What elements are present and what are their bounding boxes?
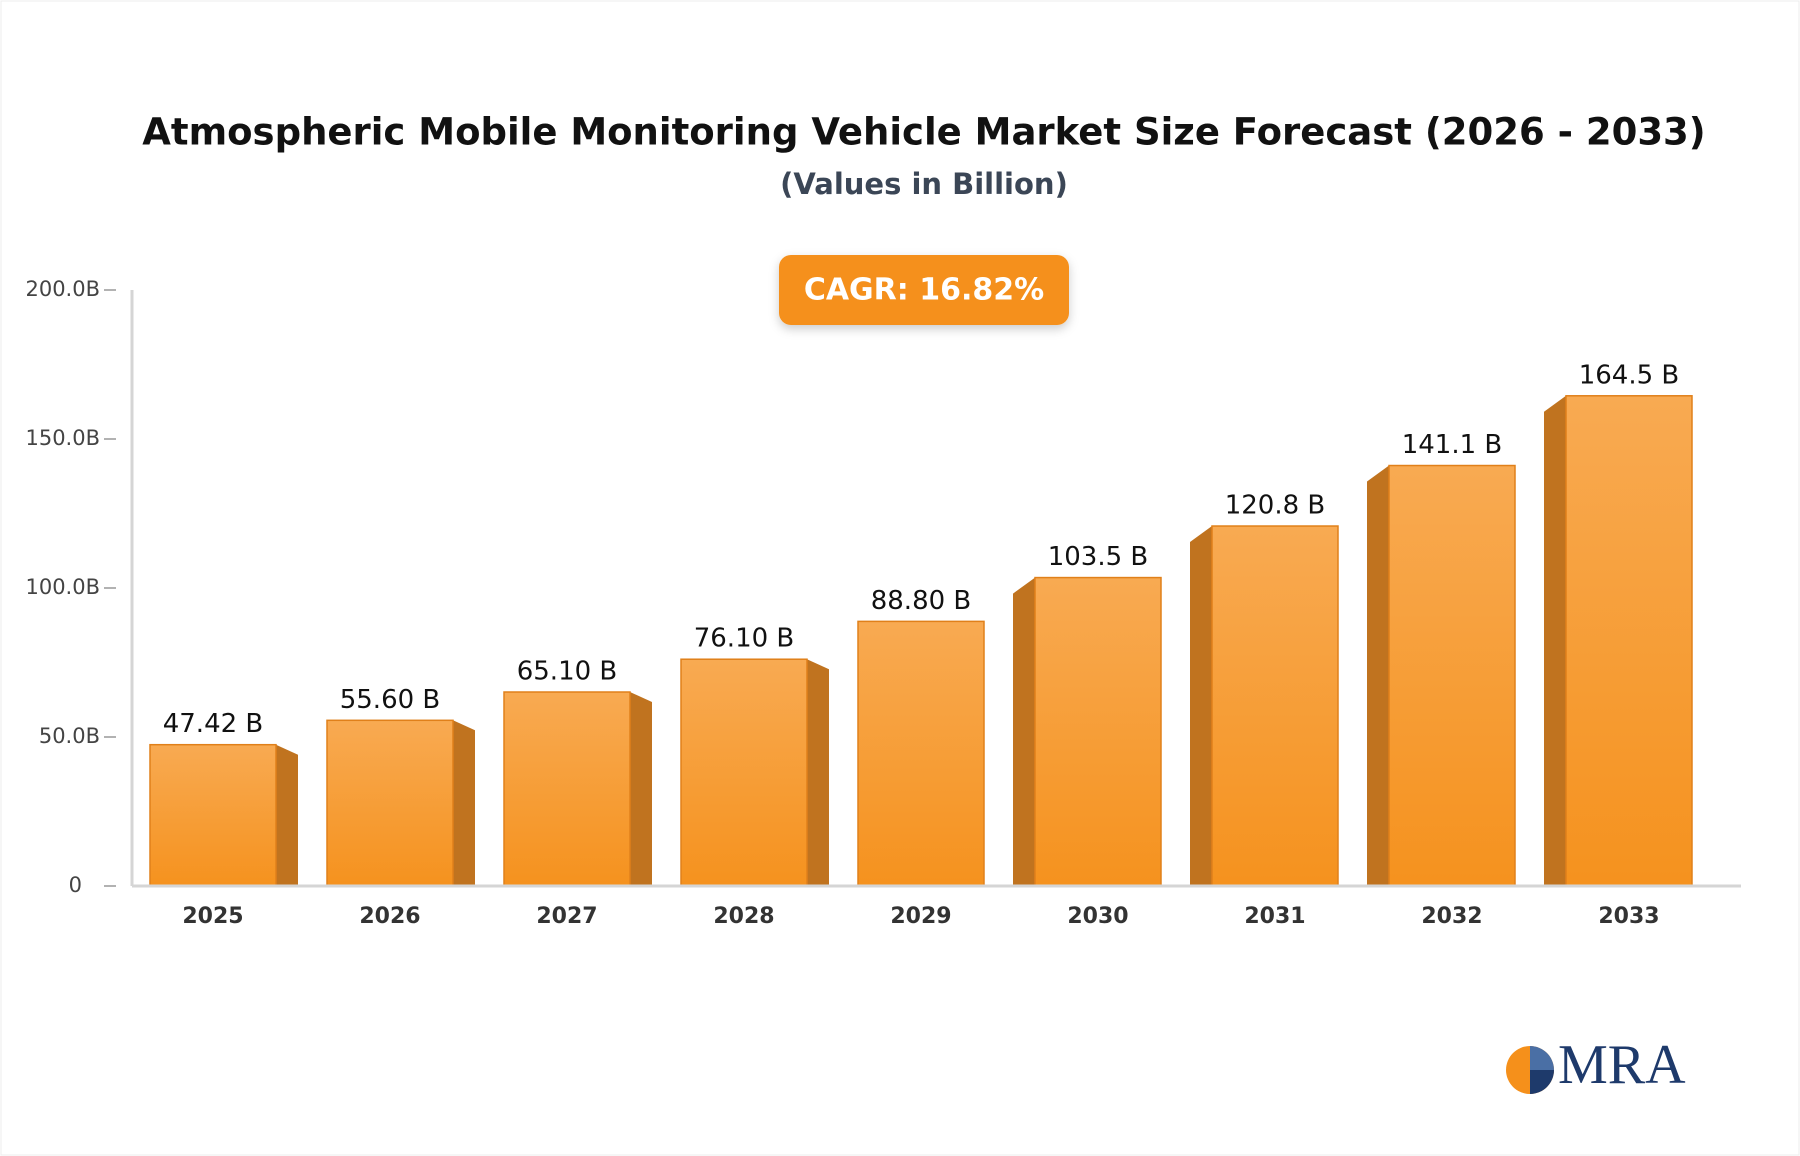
bar xyxy=(1565,395,1693,887)
bar xyxy=(503,691,631,887)
y-tick-label: 100.0B xyxy=(25,575,100,599)
x-tick-label: 2033 xyxy=(1598,904,1659,929)
bar xyxy=(1388,464,1516,887)
x-tick-label: 2030 xyxy=(1067,904,1128,929)
x-tick-label: 2027 xyxy=(536,904,597,929)
bar-side xyxy=(807,659,829,886)
y-tick-label: 50.0B xyxy=(39,724,100,748)
chart-title: Atmospheric Mobile Monitoring Vehicle Ma… xyxy=(142,111,1705,154)
bar-side xyxy=(276,744,298,886)
bar xyxy=(857,620,985,887)
bar-side xyxy=(1367,465,1389,886)
y-tick-label: 200.0B xyxy=(25,277,100,301)
cagr-badge xyxy=(779,255,1069,325)
bar-side xyxy=(1013,577,1035,886)
x-tick-label: 2028 xyxy=(713,904,774,929)
cagr-text: CAGR: 16.82% xyxy=(804,273,1044,308)
bar-side xyxy=(1544,395,1566,886)
value-label: 55.60 B xyxy=(340,685,441,715)
bar xyxy=(326,719,454,887)
x-tick-label: 2029 xyxy=(890,904,951,929)
logo-slice xyxy=(1530,1070,1554,1094)
x-tick-label: 2032 xyxy=(1421,904,1482,929)
value-label: 164.5 B xyxy=(1579,360,1680,390)
bar-side xyxy=(630,692,652,886)
value-label: 76.10 B xyxy=(694,624,795,654)
x-tick-label: 2031 xyxy=(1244,904,1305,929)
bar-side xyxy=(453,720,475,886)
bar xyxy=(680,658,808,887)
value-label: 88.80 B xyxy=(871,586,972,616)
logo-text: MRA xyxy=(1558,1034,1686,1096)
value-label: 120.8 B xyxy=(1225,491,1326,521)
bar xyxy=(1034,576,1162,887)
value-label: 47.42 B xyxy=(163,709,264,739)
chart-subtitle: (Values in Billion) xyxy=(780,167,1068,201)
value-label: 141.1 B xyxy=(1402,430,1503,460)
value-label: 65.10 B xyxy=(517,657,618,687)
value-label: 103.5 B xyxy=(1048,542,1149,572)
logo-slice xyxy=(1530,1046,1554,1070)
logo: MRA xyxy=(1506,1034,1686,1096)
x-tick-label: 2026 xyxy=(359,904,420,929)
y-tick-label: 0 xyxy=(69,873,82,897)
x-tick-label: 2025 xyxy=(182,904,243,929)
bar xyxy=(1211,525,1339,887)
y-tick-label: 150.0B xyxy=(25,426,100,450)
bar-side xyxy=(1190,526,1212,886)
bar xyxy=(149,743,277,887)
